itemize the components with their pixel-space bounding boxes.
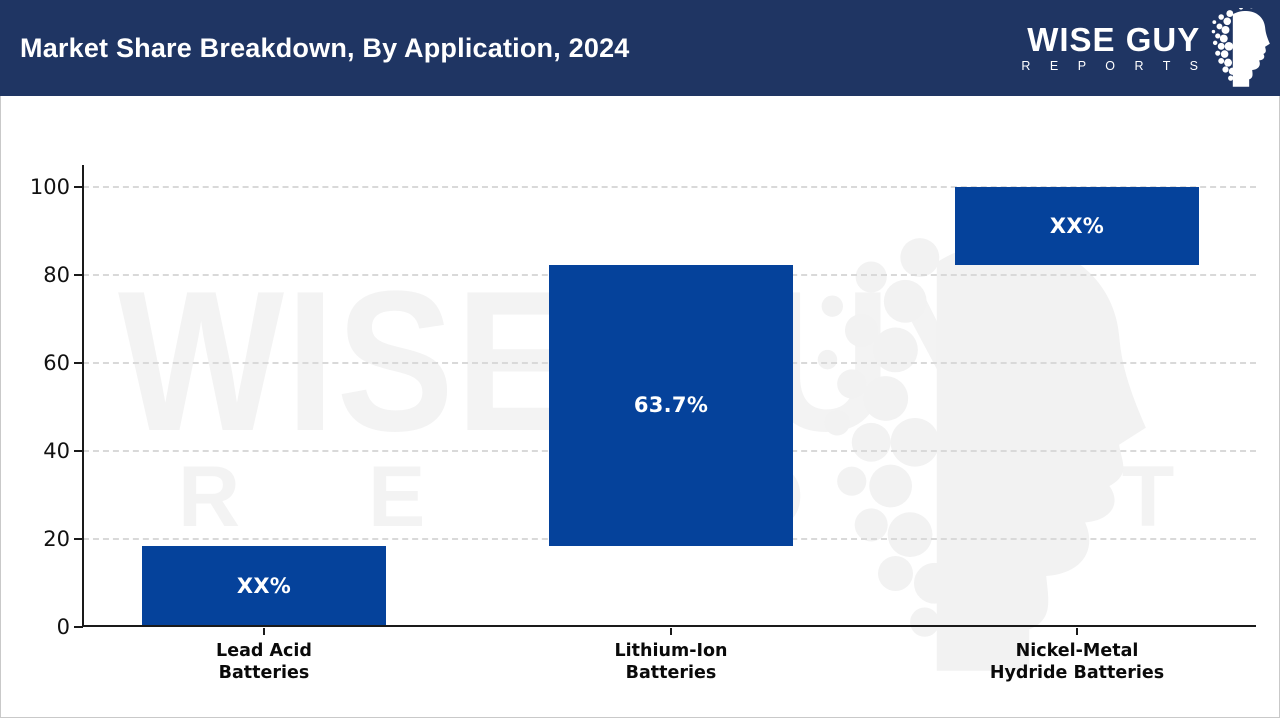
y-tick-label: 100 bbox=[29, 175, 70, 199]
x-category-label: Lithium-Ion Batteries bbox=[614, 641, 728, 683]
x-tick-mark bbox=[670, 628, 673, 635]
header-bar: Market Share Breakdown, By Application, … bbox=[0, 0, 1280, 96]
y-tick-mark bbox=[74, 538, 83, 541]
y-tick-label: 60 bbox=[43, 351, 70, 375]
watermark-dotted-head-profile-icon bbox=[817, 228, 1146, 671]
bar-value-label: XX% bbox=[236, 574, 292, 599]
brand-name: WISE GUY bbox=[1027, 21, 1201, 58]
y-tick-mark bbox=[74, 626, 83, 629]
bar-segment: XX% bbox=[955, 187, 1199, 266]
x-category-label: Nickel-Metal Hydride Batteries bbox=[989, 641, 1165, 683]
bar-segment: 63.7% bbox=[549, 265, 793, 546]
y-axis-line bbox=[82, 165, 85, 627]
dotted-head-profile-icon bbox=[1211, 8, 1270, 87]
y-tick-mark bbox=[74, 450, 83, 453]
y-tick-mark bbox=[74, 274, 83, 277]
bar-value-label: 63.7% bbox=[633, 393, 709, 418]
gridline bbox=[83, 186, 1256, 188]
y-tick-mark bbox=[74, 186, 83, 189]
x-category-label: Lead Acid Batteries bbox=[216, 641, 312, 683]
y-tick-label: 0 bbox=[56, 615, 70, 639]
page-title: Market Share Breakdown, By Application, … bbox=[20, 32, 630, 63]
bar-value-label: XX% bbox=[1049, 214, 1105, 239]
y-tick-mark bbox=[74, 362, 83, 365]
brand-tagline: R E P O R T S bbox=[1021, 59, 1206, 73]
bar-segment: XX% bbox=[142, 545, 386, 627]
x-tick-mark bbox=[263, 628, 266, 635]
y-tick-label: 80 bbox=[43, 263, 70, 287]
y-tick-label: 20 bbox=[43, 527, 70, 551]
y-tick-label: 40 bbox=[43, 439, 70, 463]
brand-logo-text: WISE GUY R E P O R T S bbox=[1021, 21, 1206, 74]
brand-logo: WISE GUY R E P O R T S bbox=[1021, 4, 1272, 92]
x-axis-line bbox=[82, 625, 1256, 628]
x-tick-mark bbox=[1076, 628, 1079, 635]
bar-chart: 0 20 40 60 80 100 XX% Lead Acid Batteries 63.7% L… bbox=[0, 96, 1280, 720]
